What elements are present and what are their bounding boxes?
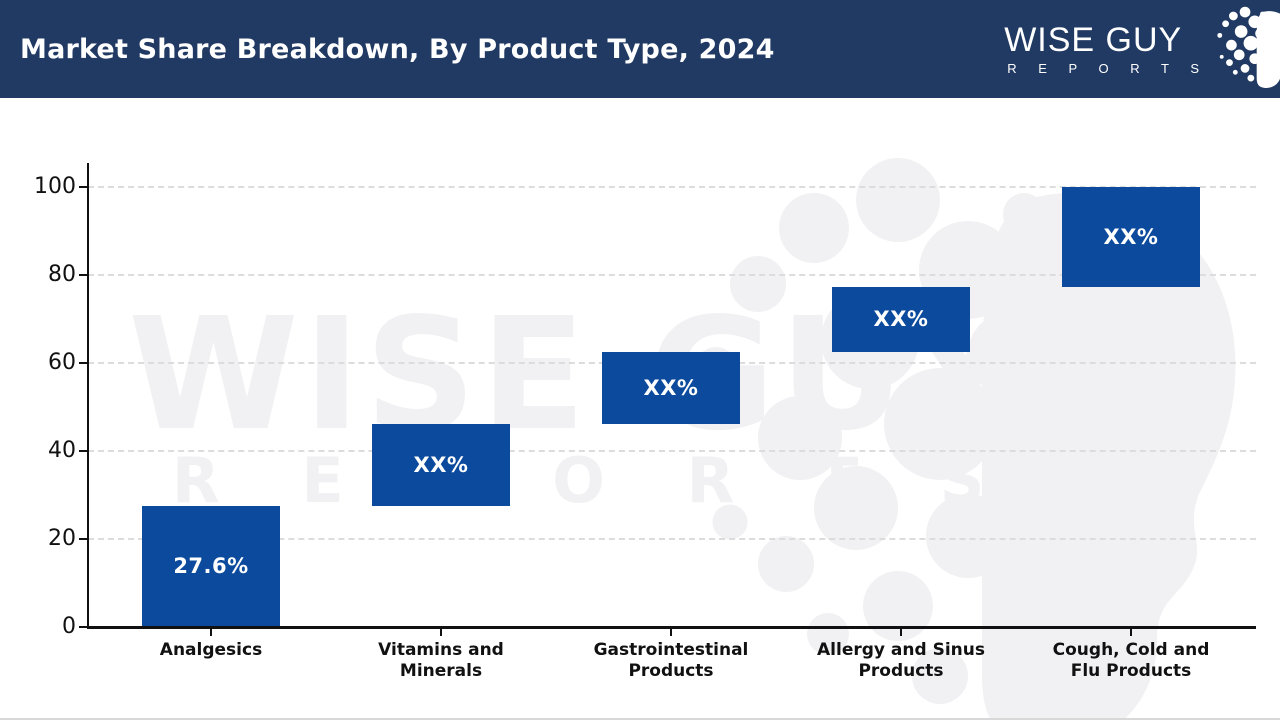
bar-value-label: XX% — [873, 307, 929, 332]
x-tick-mark-1 — [210, 629, 212, 636]
brand-subtext: R E P O R T S — [1007, 60, 1208, 76]
x-tick-mark-2 — [440, 629, 442, 636]
gridline-y-80 — [88, 274, 1256, 276]
brand-logo: WISE GUY R E P O R T S — [1004, 0, 1280, 98]
brand-wordmark: WISE GUY — [1004, 20, 1183, 59]
bar-segment-3: XX% — [602, 352, 740, 424]
category-label-1: Analgesics — [159, 640, 263, 660]
x-tick-mark-4 — [900, 629, 902, 636]
y-tick-label-60: 60 — [48, 350, 76, 375]
y-axis-line — [87, 163, 89, 628]
gridline-y-20 — [88, 538, 1256, 540]
category-label-5: Cough, Cold and Flu Products — [1052, 640, 1210, 682]
bar-value-label: XX% — [413, 452, 469, 477]
y-tick-mark-60 — [79, 362, 87, 364]
bar-segment-5: XX% — [1062, 187, 1200, 287]
bar-value-label: XX% — [643, 375, 699, 400]
bar-segment-2: XX% — [372, 423, 510, 506]
gridline-y-100 — [88, 186, 1256, 188]
x-axis-line — [87, 626, 1256, 629]
bar-value-label: XX% — [1103, 224, 1159, 249]
y-tick-mark-100 — [79, 186, 87, 188]
gridline-y-40 — [88, 450, 1256, 452]
y-tick-mark-40 — [79, 450, 87, 452]
header: Market Share Breakdown, By Product Type,… — [0, 0, 1280, 98]
y-tick-label-20: 20 — [48, 526, 76, 551]
x-tick-mark-3 — [670, 629, 672, 636]
y-tick-label-0: 0 — [62, 614, 76, 639]
bar-segment-1: 27.6% — [142, 505, 280, 627]
page-title: Market Share Breakdown, By Product Type,… — [20, 33, 775, 65]
watermark-face-icon — [695, 158, 1236, 718]
y-tick-mark-20 — [79, 538, 87, 540]
x-tick-mark-5 — [1130, 629, 1132, 636]
brand-logo-text: WISE GUY R E P O R T S — [1004, 23, 1208, 76]
category-label-4: Allergy and Sinus Products — [817, 640, 985, 682]
y-tick-label-40: 40 — [48, 438, 76, 463]
y-tick-label-100: 100 — [34, 174, 76, 199]
y-tick-mark-80 — [79, 274, 87, 276]
category-label-2: Vitamins and Minerals — [378, 640, 504, 682]
bar-segment-4: XX% — [832, 286, 970, 352]
category-label-3: Gastrointestinal Products — [593, 640, 749, 682]
brand-face-icon — [1217, 6, 1280, 88]
y-tick-label-80: 80 — [48, 262, 76, 287]
bar-value-label: 27.6% — [173, 554, 249, 579]
y-tick-mark-0 — [79, 626, 87, 628]
